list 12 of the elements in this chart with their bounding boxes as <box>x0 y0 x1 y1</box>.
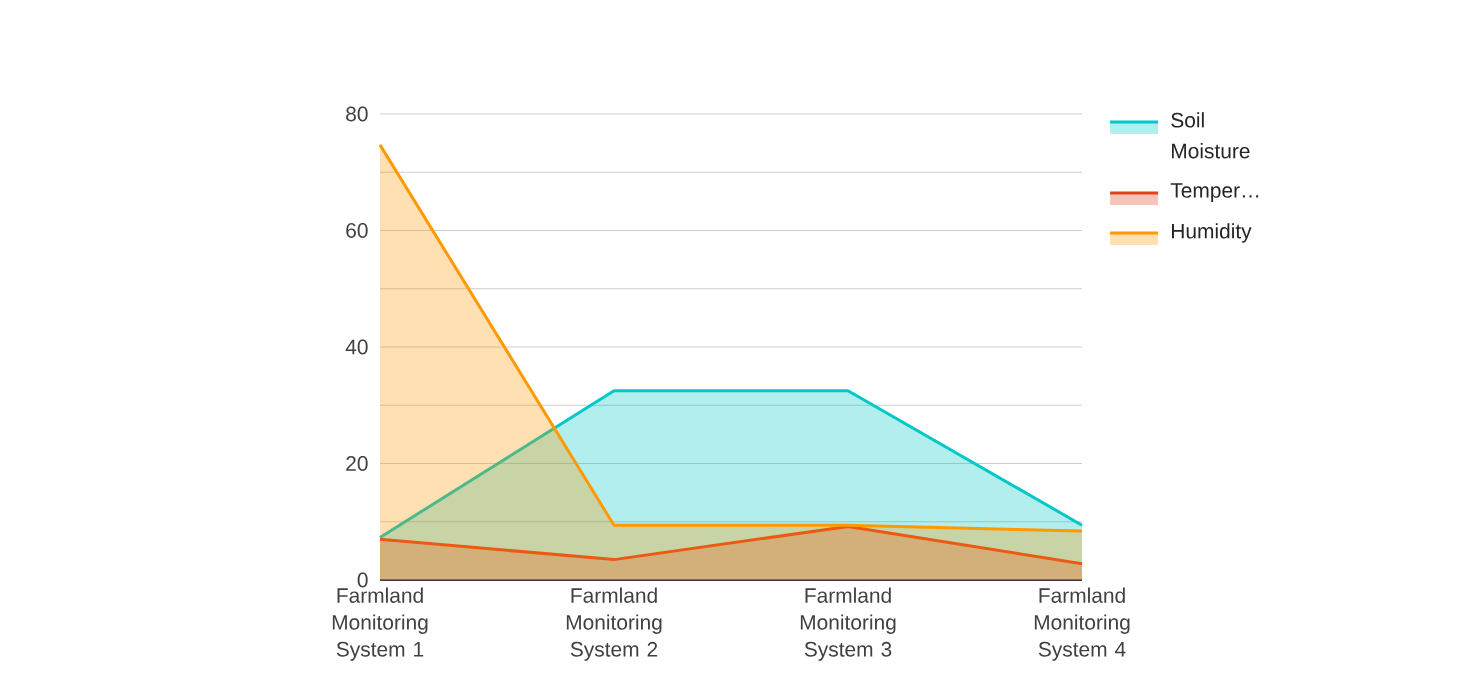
x-tick-label: Farmland Monitoring System 2 <box>566 587 662 661</box>
y-tick-label: 80 <box>346 106 368 122</box>
legend-label: Humidity <box>1172 223 1252 243</box>
y-tick-label: 60 <box>346 223 368 238</box>
y-tick-label: 20 <box>346 456 368 471</box>
x-tick-label: Farmland Monitoring System 1 <box>332 587 428 661</box>
x-tick-label: Farmland Monitoring System 4 <box>1034 587 1130 661</box>
legend-label: Temper… <box>1170 183 1259 202</box>
y-tick-label: 0 <box>357 572 368 588</box>
legend-label: Soil Moisture <box>1171 112 1250 159</box>
x-tick-label: Farmland Monitoring System 3 <box>800 587 896 661</box>
y-tick-label: 40 <box>345 339 368 355</box>
